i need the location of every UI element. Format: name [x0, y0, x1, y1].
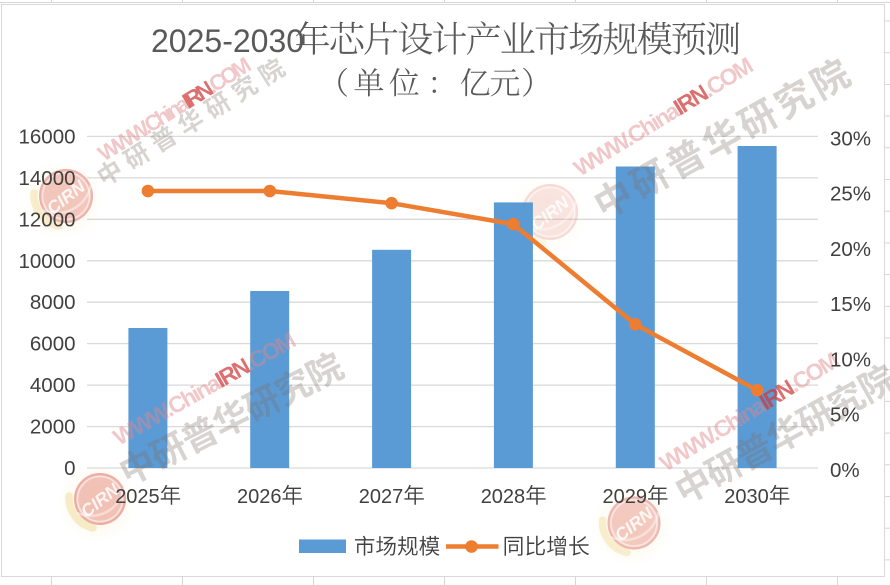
svg-text:12000: 12000 [18, 208, 75, 231]
svg-text:2028: 2028 [481, 486, 526, 508]
svg-text:16000: 16000 [18, 125, 75, 148]
svg-text:4000: 4000 [30, 374, 76, 397]
svg-text:2025-2030: 2025-2030 [151, 23, 304, 59]
svg-text:2000: 2000 [30, 416, 76, 439]
svg-text:2026: 2026 [237, 486, 282, 508]
svg-text:15%: 15% [830, 293, 871, 316]
svg-text:5%: 5% [830, 404, 860, 427]
svg-text:0%: 0% [830, 459, 860, 482]
svg-text:10000: 10000 [18, 250, 75, 273]
svg-text:10%: 10% [830, 349, 871, 372]
svg-text:0: 0 [64, 457, 75, 480]
svg-text:25%: 25% [830, 183, 871, 206]
svg-text:14000: 14000 [18, 167, 75, 190]
svg-text:2025: 2025 [115, 486, 160, 508]
svg-text:2030: 2030 [724, 486, 769, 508]
svg-text:30%: 30% [830, 127, 871, 150]
svg-text:8000: 8000 [30, 291, 76, 314]
svg-text:2029: 2029 [603, 486, 648, 508]
svg-text:2027: 2027 [359, 486, 404, 508]
svg-text:20%: 20% [830, 238, 871, 261]
svg-text:6000: 6000 [30, 333, 76, 356]
